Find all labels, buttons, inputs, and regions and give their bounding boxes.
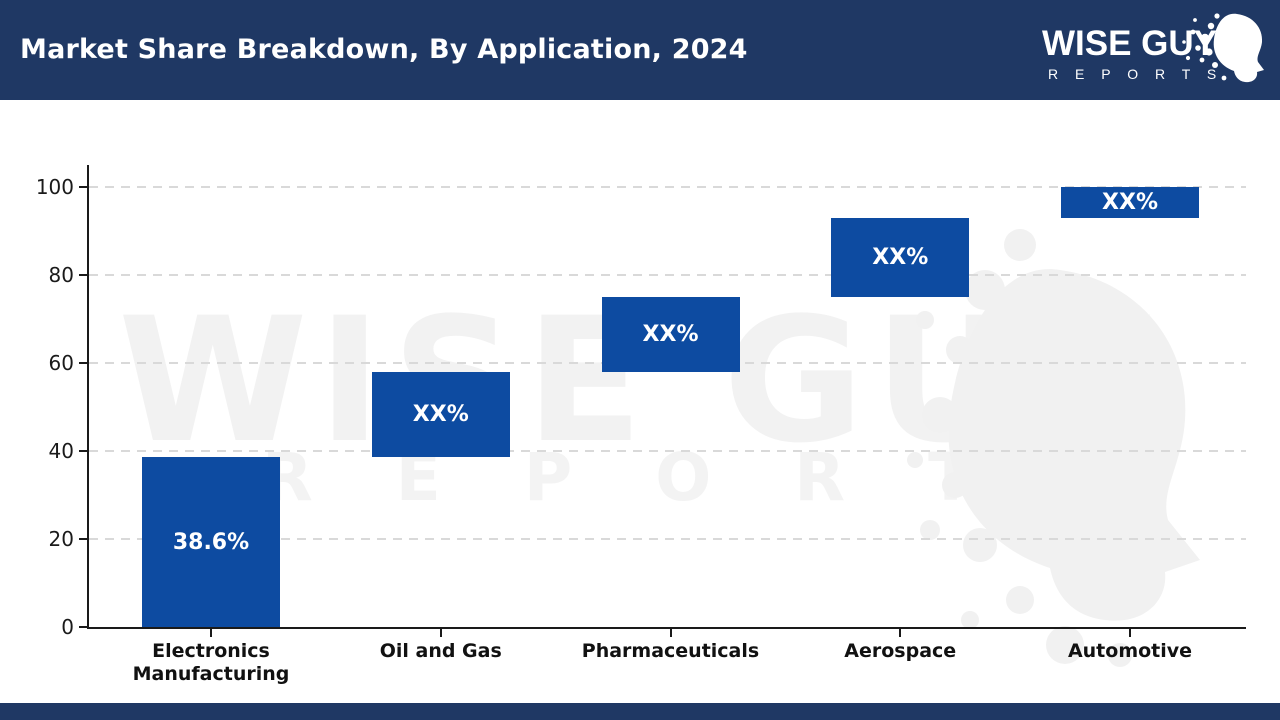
bar-value-label: 38.6%	[172, 529, 250, 555]
gridline	[89, 186, 1246, 188]
bar-value-label: XX%	[412, 401, 469, 427]
chart-area: WISE GUY R E P O R T S 0	[0, 100, 1280, 703]
bar-value-label: XX%	[872, 244, 929, 270]
gridline	[89, 274, 1246, 276]
x-category-label-electronics-manufacturing: Electronics Manufacturing	[132, 640, 290, 685]
y-axis-tick	[79, 626, 87, 628]
y-tick-label: 80	[48, 263, 74, 287]
page-title: Market Share Breakdown, By Application, …	[20, 34, 748, 65]
gridline	[89, 450, 1246, 452]
y-axis-tick	[79, 538, 87, 540]
bar-value-label: XX%	[1102, 189, 1158, 215]
bar-pharmaceuticals: XX%	[601, 297, 740, 372]
x-category-label-aerospace: Aerospace	[844, 640, 957, 662]
x-axis-tick	[439, 629, 442, 637]
y-axis-tick	[79, 186, 87, 188]
bar-oil-and-gas: XX%	[371, 371, 510, 458]
watermark-face-icon	[907, 229, 1200, 667]
y-tick-label: 0	[61, 615, 74, 639]
x-category-label-pharmaceuticals: Pharmaceuticals	[581, 640, 760, 662]
y-axis-tick	[79, 274, 87, 276]
y-axis-tick	[79, 362, 87, 364]
bar-automotive: XX%	[1061, 187, 1199, 218]
x-axis-tick	[899, 629, 902, 637]
header-bar: Market Share Breakdown, By Application, …	[0, 0, 1280, 100]
x-axis-line	[87, 627, 1246, 629]
y-tick-label: 40	[48, 439, 74, 463]
wiseguy-logo: WISE GUY R E P O R T S	[1012, 8, 1266, 92]
footer-bar	[0, 703, 1280, 720]
y-tick-label: 20	[48, 527, 74, 551]
x-axis-tick	[669, 629, 672, 637]
logo-subtitle: R E P O R T S	[1048, 66, 1223, 82]
y-axis-line	[87, 165, 89, 629]
y-tick-label: 60	[48, 351, 74, 375]
bar-aerospace: XX%	[831, 217, 970, 297]
bar-value-label: XX%	[642, 321, 699, 347]
y-axis-tick	[79, 450, 87, 452]
bar-electronics-manufacturing: 38.6%	[142, 457, 280, 627]
y-tick-label: 100	[35, 175, 74, 199]
x-category-label-oil-and-gas: Oil and Gas	[379, 640, 502, 662]
x-axis-tick	[1129, 629, 1131, 637]
gridline	[89, 538, 1246, 540]
logo-face-icon	[1182, 13, 1264, 83]
x-category-label-automotive: Automotive	[1067, 640, 1193, 662]
wiseguy-logo-graphic: WISE GUY R E P O R T S	[1042, 13, 1264, 83]
x-axis-tick	[210, 629, 212, 637]
